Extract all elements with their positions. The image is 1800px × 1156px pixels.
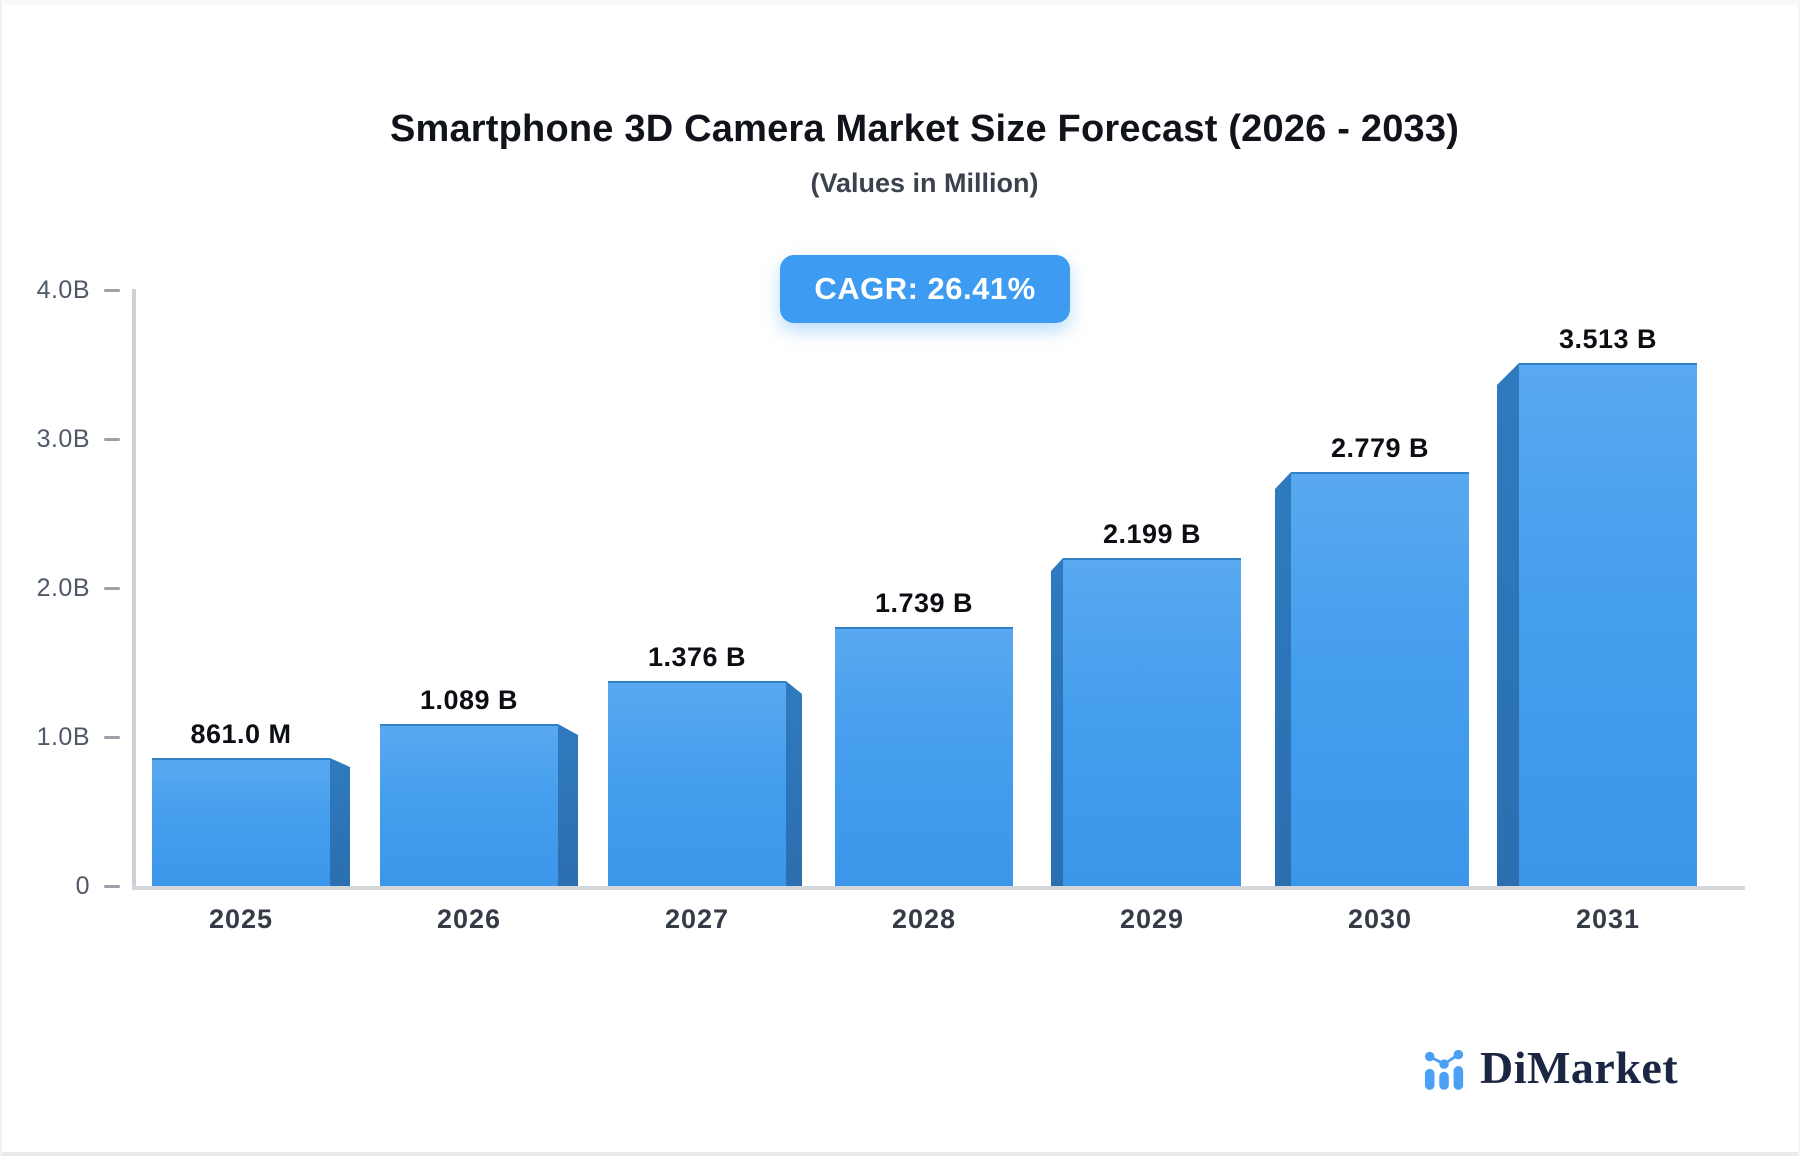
bar-2028 [835, 627, 1013, 886]
bar-value-label-2029: 2.199 B [1102, 519, 1202, 549]
cagr-badge: CAGR: 26.41% [780, 255, 1070, 323]
y-tick-label-4: 0 [75, 872, 90, 900]
cagr-badge-label: CAGR: 26.41% [814, 271, 1036, 306]
bar-side-2031 [1497, 363, 1519, 886]
x-tick-label-2028: 2028 [891, 904, 957, 934]
bar-value-label-2030: 2.779 B [1330, 433, 1430, 463]
y-tick-dash-1 [104, 438, 120, 441]
y-tick-dash-3 [104, 736, 120, 739]
bar-2026 [380, 724, 558, 886]
y-tick-label-0: 4.0B [36, 276, 90, 304]
y-tick-label-1: 3.0B [36, 425, 90, 453]
y-tick-label-2: 2.0B [36, 574, 90, 602]
x-tick-label-2031: 2031 [1575, 904, 1641, 934]
chart-subtitle: (Values in Million) [810, 168, 1039, 198]
bar-value-label-2025: 861.0 M [190, 719, 292, 749]
chart-title: Smartphone 3D Camera Market Size Forecas… [389, 108, 1460, 150]
x-tick-label-2027: 2027 [664, 904, 730, 934]
mini-bar-chart-logo-icon [1424, 1049, 1464, 1090]
y-tick-dash-2 [104, 587, 120, 590]
x-tick-label-2025: 2025 [208, 904, 274, 934]
bar-2027 [608, 681, 786, 886]
bar-side-2029 [1051, 558, 1063, 886]
bar-side-2025 [330, 758, 350, 886]
bar-value-label-2031: 3.513 B [1558, 324, 1658, 354]
brand-name: DiMarket [1480, 1042, 1679, 1093]
bar-value-label-2026: 1.089 B [419, 685, 519, 715]
bottom-edge-strip [2, 1152, 1798, 1156]
bar-value-label-2028: 1.739 B [874, 588, 974, 618]
brand-logo: DiMarket [1424, 1040, 1678, 1092]
y-tick-label-3: 1.0B [36, 723, 90, 751]
y-axis-line [132, 289, 136, 886]
top-edge-strip [2, 0, 1798, 5]
x-tick-label-2026: 2026 [436, 904, 502, 934]
y-tick-dash-4 [104, 885, 120, 888]
bar-side-2030 [1275, 472, 1291, 886]
x-tick-label-2030: 2030 [1347, 904, 1413, 934]
x-axis-line [132, 886, 1745, 890]
x-tick-label-2029: 2029 [1119, 904, 1185, 934]
bar-2029 [1063, 558, 1241, 886]
bar-2030 [1291, 472, 1469, 886]
bar-2025 [152, 758, 330, 886]
bar-side-2026 [558, 724, 578, 886]
bar-value-label-2027: 1.376 B [647, 642, 747, 672]
bar-2031 [1519, 363, 1697, 886]
y-tick-dash-0 [104, 289, 120, 292]
bar-side-2027 [786, 681, 802, 886]
